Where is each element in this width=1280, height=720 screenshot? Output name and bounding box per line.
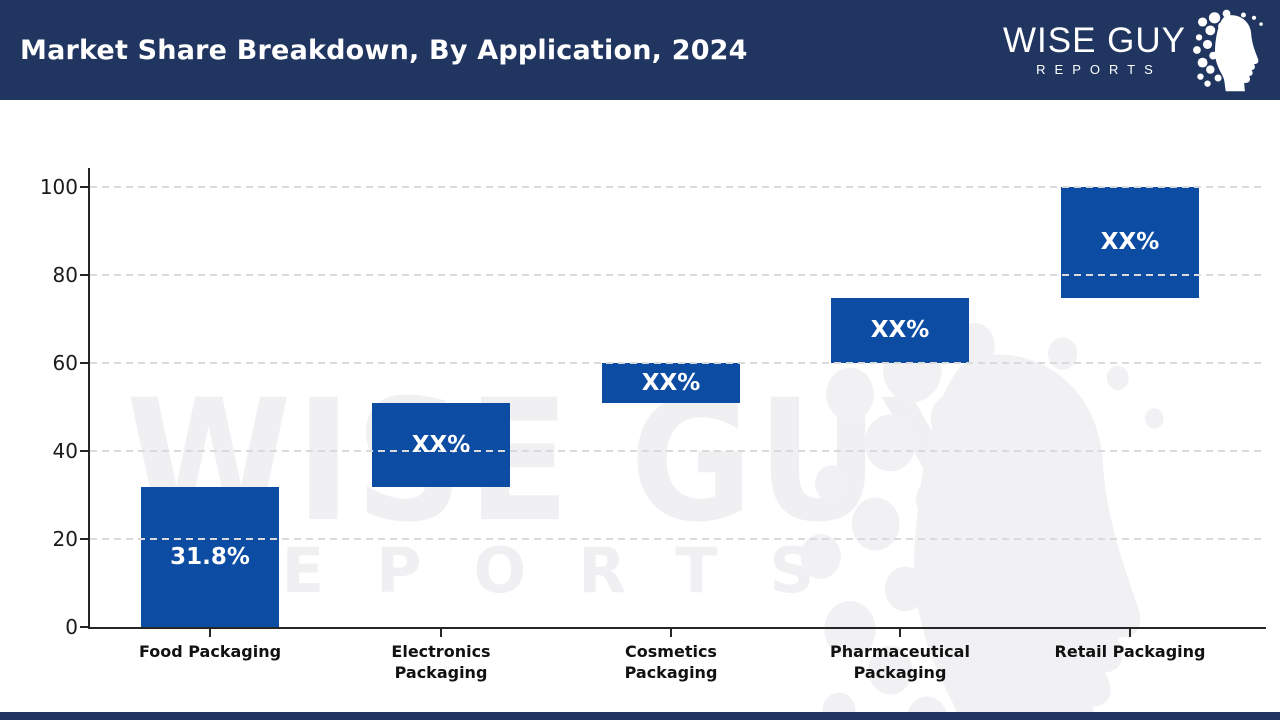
ytick-label-100: 100 <box>39 175 78 199</box>
bar-value-label: XX% <box>1100 229 1160 256</box>
ytick-mark-80 <box>80 274 88 276</box>
ytick-label-40: 40 <box>52 439 78 463</box>
category-label: Pharmaceutical Packaging <box>830 642 970 682</box>
ytick-mark-100 <box>80 186 88 188</box>
ytick-label-0: 0 <box>65 615 78 639</box>
bar-cosmetics-packaging <box>602 363 740 404</box>
ytick-label-20: 20 <box>52 527 78 551</box>
brand-name: WISE GUY <box>1002 21 1186 60</box>
gridline-y-80 <box>90 274 1262 276</box>
header-bar: Market Share Breakdown, By Application, … <box>0 0 1280 100</box>
footer-bar <box>0 712 1280 720</box>
bar-retail-packaging <box>1061 187 1199 298</box>
ytick-mark-40 <box>80 450 88 452</box>
xtick-mark-5 <box>1129 629 1131 637</box>
y-axis-spine <box>88 168 90 629</box>
ytick-label-80: 80 <box>52 263 78 287</box>
brand-subname: REPORTS <box>1036 62 1162 77</box>
gridline-y-60 <box>90 362 1262 364</box>
bar-electronics-packaging <box>372 403 510 488</box>
bar-value-label: XX% <box>411 432 471 459</box>
x-axis-spine <box>88 627 1266 629</box>
category-label: Retail Packaging <box>1054 642 1206 661</box>
ytick-mark-20 <box>80 538 88 540</box>
brand-logo: WISE GUY REPORTS <box>1003 8 1266 92</box>
chart-plot-area: WISE GUY REPORTS 31.8% XX% XX% XX% XX% 0 20 40 6… <box>0 100 1280 720</box>
bar-value-label: XX% <box>870 317 930 344</box>
bar-value-label: 31.8% <box>170 544 250 571</box>
watermark-subtext: REPORTS <box>182 534 867 607</box>
ytick-mark-60 <box>80 362 88 364</box>
gridline-y-100 <box>90 186 1262 188</box>
gridline-y-40 <box>90 450 1262 452</box>
ytick-mark-0 <box>80 626 88 628</box>
xtick-mark-3 <box>670 629 672 637</box>
category-label: Cosmetics Packaging <box>624 642 718 682</box>
xtick-mark-4 <box>899 629 901 637</box>
bar-food-packaging <box>141 487 279 627</box>
xtick-mark-2 <box>440 629 442 637</box>
category-label: Food Packaging <box>138 642 282 661</box>
page-title: Market Share Breakdown, By Application, … <box>20 34 748 66</box>
gridline-y-20 <box>90 538 1262 540</box>
head-profile-dots-icon <box>1193 9 1263 92</box>
bar-value-label: XX% <box>641 370 701 397</box>
category-label: Electronics Packaging <box>391 642 491 682</box>
brand-logo-text: WISE GUY REPORTS <box>1003 23 1186 77</box>
bar-pharmaceutical-packaging <box>831 297 969 363</box>
xtick-mark-1 <box>209 629 211 637</box>
ytick-label-60: 60 <box>52 351 78 375</box>
